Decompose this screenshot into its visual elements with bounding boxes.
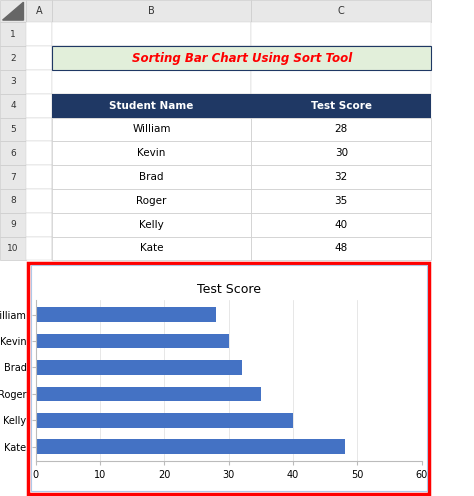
Bar [251,189,431,213]
Text: William: William [132,124,171,134]
Text: Brad: Brad [139,172,164,182]
Bar [251,94,431,118]
Bar [0,237,26,260]
Bar [26,237,52,260]
Text: 2: 2 [10,54,16,62]
Bar [26,118,52,141]
Bar [251,46,431,70]
Bar [26,165,52,189]
Text: Sorting Bar Chart Using Sort Tool: Sorting Bar Chart Using Sort Tool [132,52,352,64]
Text: 30: 30 [335,148,348,158]
Bar [251,189,431,213]
Bar [52,141,251,165]
Bar [26,213,52,237]
Bar [52,70,251,94]
Text: 35: 35 [335,196,348,206]
Bar [0,22,26,46]
Text: Kevin: Kevin [137,148,166,158]
Bar [52,189,251,213]
Text: Test Score: Test Score [311,101,372,111]
Bar [0,165,26,189]
Text: Roger: Roger [137,196,167,206]
Text: C: C [338,6,345,16]
Bar [52,237,251,260]
Bar [52,237,251,260]
Text: 9: 9 [10,220,16,229]
Text: 5: 5 [10,125,16,134]
Bar [251,165,431,189]
Bar [251,70,431,94]
Bar [52,22,251,46]
Bar [52,165,251,189]
Bar [26,22,52,46]
Text: 7: 7 [10,173,16,182]
Bar [26,189,52,213]
Bar [0,70,26,94]
Bar [52,141,251,165]
Bar [36,413,293,428]
Text: 1: 1 [10,30,16,39]
Text: 10: 10 [7,244,19,253]
Bar [36,360,242,375]
Bar [251,165,431,189]
Title: Test Score: Test Score [197,283,261,296]
Bar [52,94,251,118]
Bar [251,118,431,141]
Bar [52,0,251,22]
Bar [26,141,52,165]
Bar [0,141,26,165]
Bar [28,263,429,494]
Bar [36,386,261,401]
Bar [0,0,26,22]
Bar [36,439,345,454]
Text: 32: 32 [335,172,348,182]
Bar [251,141,431,165]
Bar [36,334,228,348]
Bar [251,213,431,237]
Bar [251,213,431,237]
Bar [251,141,431,165]
Bar [26,70,52,94]
Bar [52,189,251,213]
Text: 4: 4 [10,101,16,110]
Polygon shape [3,2,23,20]
Text: 40: 40 [335,220,348,230]
Text: Kate: Kate [140,244,164,253]
Bar [52,94,251,118]
Bar [52,118,251,141]
Bar [0,213,26,237]
Bar [52,213,251,237]
Bar [52,213,251,237]
Text: 8: 8 [10,196,16,205]
Bar [0,189,26,213]
Bar [251,237,431,260]
Text: B: B [148,6,155,16]
Bar [36,308,216,322]
Bar [0,118,26,141]
Bar [251,94,431,118]
Text: 48: 48 [335,244,348,253]
Text: 3: 3 [10,77,16,86]
Text: Kelly: Kelly [139,220,164,230]
Bar [26,46,52,70]
Text: A: A [36,6,42,16]
Bar [251,0,431,22]
Bar [251,22,431,46]
Text: 28: 28 [335,124,348,134]
Bar [26,94,52,118]
Text: 6: 6 [10,149,16,158]
Bar [251,118,431,141]
Bar [0,46,26,70]
Bar [52,46,251,70]
Bar [31,265,427,491]
Bar [251,237,431,260]
Bar [52,118,251,141]
Text: Student Name: Student Name [109,101,194,111]
Bar [0,94,26,118]
Bar [52,165,251,189]
Bar [52,46,431,70]
Bar [26,0,52,22]
